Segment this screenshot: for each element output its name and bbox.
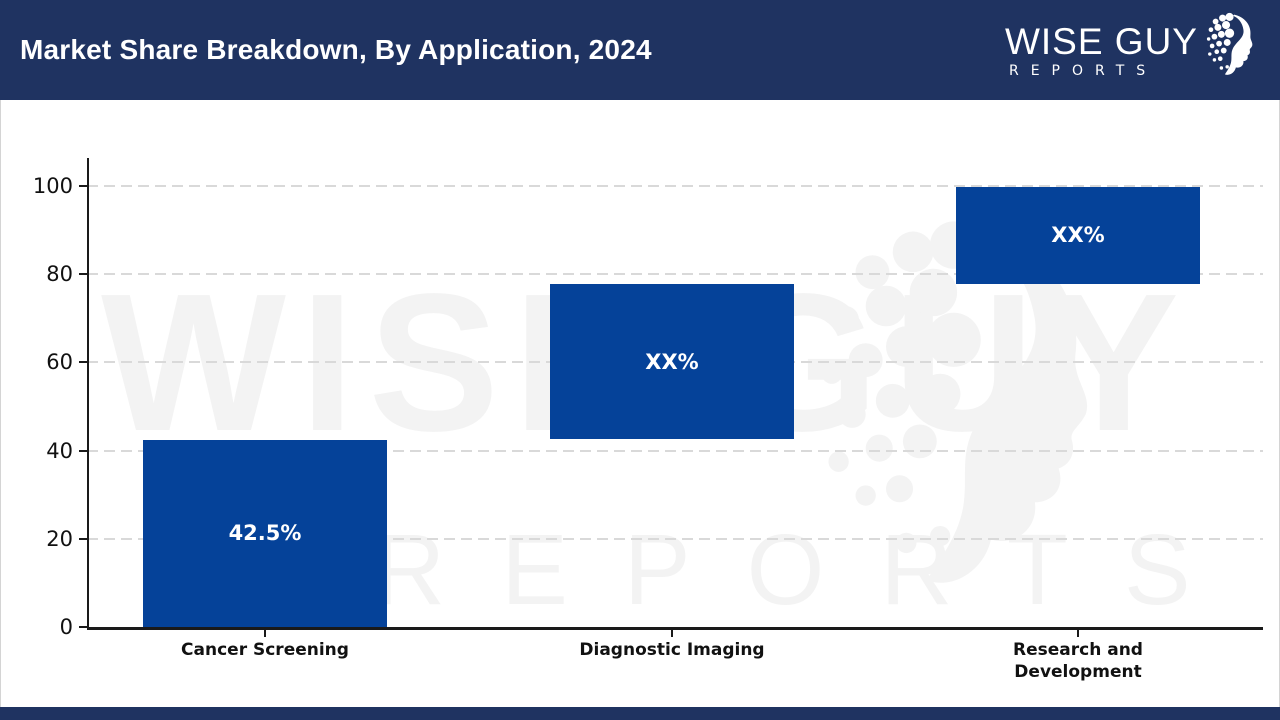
y-axis-tick	[79, 361, 87, 364]
y-axis-tick	[79, 185, 87, 187]
y-axis-tick	[79, 449, 87, 452]
footer-bar	[0, 707, 1280, 720]
y-axis-tick-label: 40	[46, 438, 73, 463]
page-title: Market Share Breakdown, By Application, …	[20, 34, 652, 65]
y-axis-tick-label: 20	[46, 526, 73, 551]
y-axis-tick	[79, 626, 87, 628]
x-axis-line	[87, 627, 1263, 630]
bar-value-label: XX%	[1051, 223, 1105, 248]
gridline	[87, 185, 1263, 187]
y-axis-tick	[79, 537, 87, 540]
bar-value-label: 42.5%	[228, 521, 302, 546]
x-axis-tick	[671, 630, 673, 637]
logo-brand-text: WISE GUY	[1004, 20, 1198, 62]
logo-subtitle-text: REPORTS	[1008, 62, 1158, 79]
wiseguy-logo: WISE GUY REPORTS	[1005, 9, 1262, 91]
bar-segment	[550, 284, 794, 440]
x-axis-category-label: Diagnostic Imaging	[579, 640, 765, 660]
gridline	[87, 273, 1263, 276]
x-axis-category-label: Research and Development	[1013, 640, 1143, 682]
x-axis-tick	[1077, 630, 1079, 637]
wiseguy-logo-text: WISE GUY REPORTS	[1005, 23, 1198, 78]
y-axis-tick-label: 0	[59, 615, 73, 639]
y-axis-line	[87, 158, 89, 630]
gridline	[87, 537, 1263, 540]
gridline	[87, 449, 1263, 452]
x-axis-category-label: Cancer Screening	[181, 640, 349, 660]
x-axis-tick	[264, 630, 266, 637]
bar-chart-plot: 0 20 40 60 80 100 42.5% Cancer Screening XX% Diag…	[1, 100, 1279, 707]
wiseguy-face-icon	[1206, 12, 1253, 75]
y-axis-tick	[79, 273, 87, 276]
bar-value-label: XX%	[645, 349, 699, 374]
y-axis-tick-label: 100	[32, 174, 73, 198]
bar-segment	[143, 439, 387, 627]
y-axis-tick-label: 60	[46, 350, 73, 375]
chart-area: WISE GUY REPORTS 0 20 40 60 80 100 42.5% Cancer…	[0, 100, 1280, 707]
y-axis-tick-label: 80	[46, 262, 73, 287]
header-bar: Market Share Breakdown, By Application, …	[0, 0, 1280, 100]
